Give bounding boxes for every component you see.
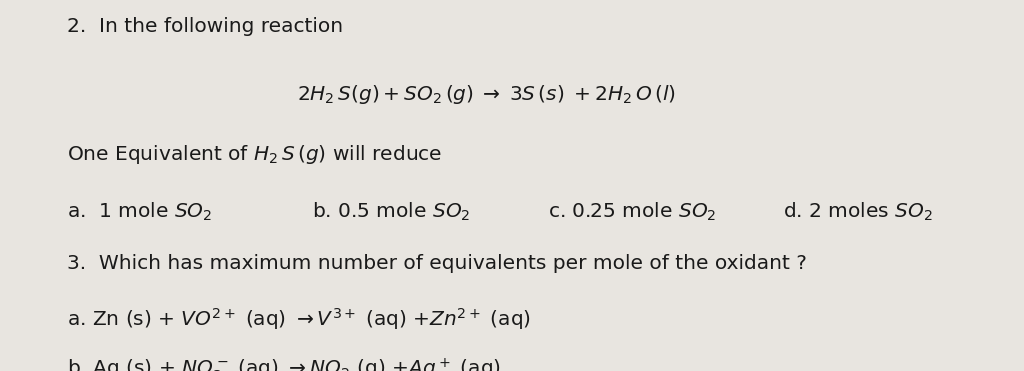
Text: 2.  In the following reaction: 2. In the following reaction: [67, 17, 343, 36]
Text: b. 0.5 mole $SO_2$: b. 0.5 mole $SO_2$: [312, 200, 471, 223]
Text: c. 0.25 mole $SO_2$: c. 0.25 mole $SO_2$: [548, 200, 716, 223]
Text: $2H_2\,S(g) + SO_2\,(g)\;\rightarrow\;3S\,(s)\;+2H_2\,O\,(l)$: $2H_2\,S(g) + SO_2\,(g)\;\rightarrow\;3S…: [297, 83, 676, 106]
Text: b. Ag (s) + $NO^-_3$ (aq) $\rightarrow NO_2$ (g) $+ Ag^+$ (aq): b. Ag (s) + $NO^-_3$ (aq) $\rightarrow N…: [67, 356, 501, 371]
Text: One Equivalent of $H_2\,S\,(g)$ will reduce: One Equivalent of $H_2\,S\,(g)$ will red…: [67, 143, 442, 166]
Text: 3.  Which has maximum number of equivalents per mole of the oxidant ?: 3. Which has maximum number of equivalen…: [67, 254, 807, 273]
Text: d. 2 moles $SO_2$: d. 2 moles $SO_2$: [783, 200, 933, 223]
Text: a. Zn (s) + $VO^{2+}$ (aq) $\rightarrow V^{3+}$ (aq) $+Zn^{2+}$ (aq): a. Zn (s) + $VO^{2+}$ (aq) $\rightarrow …: [67, 306, 530, 332]
Text: a.  1 mole $SO_2$: a. 1 mole $SO_2$: [67, 200, 212, 223]
